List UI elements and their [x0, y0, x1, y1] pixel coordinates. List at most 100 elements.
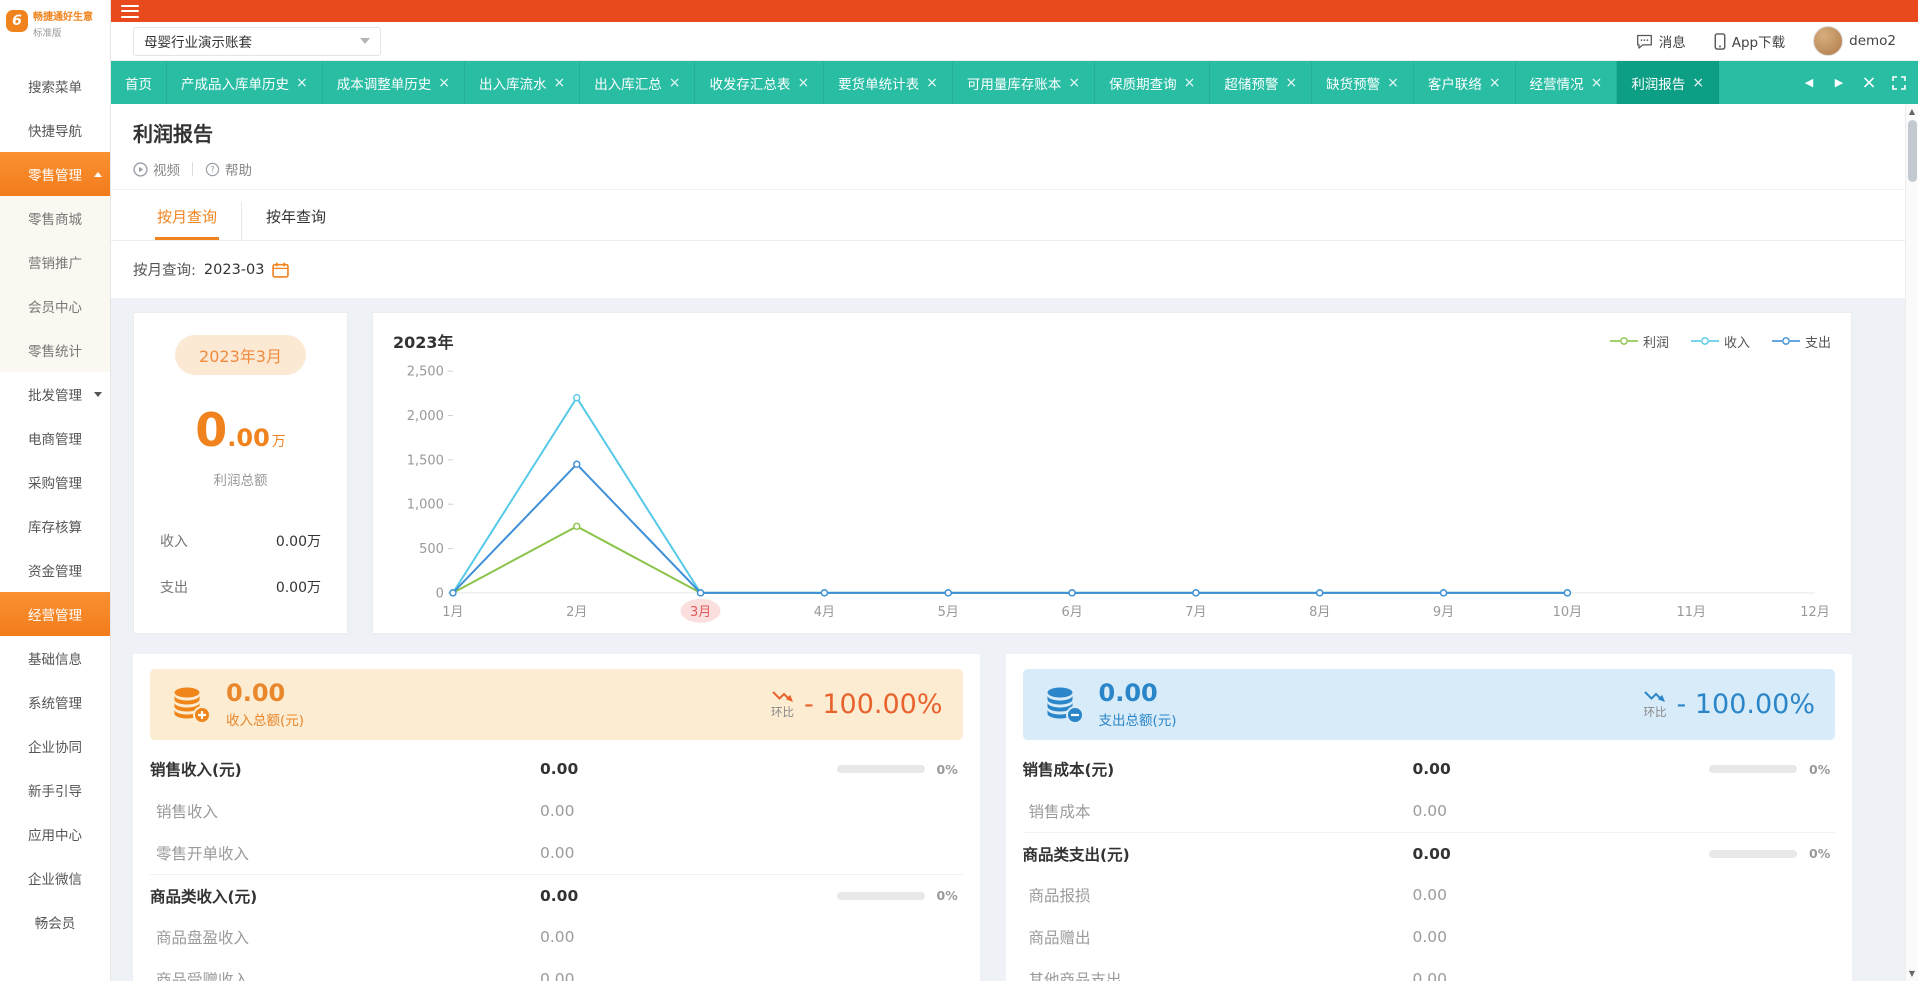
legend-marker-icon — [1690, 337, 1719, 345]
tab-收发存汇总表[interactable]: 收发存汇总表 × — [695, 61, 825, 104]
tab-超储预警[interactable]: 超储预警 × — [1210, 61, 1313, 104]
income-total-value: 0.00 — [226, 678, 286, 707]
sidebar-item-资金管理[interactable]: 资金管理 — [0, 548, 110, 592]
percent-label: 0% — [936, 888, 958, 903]
sidebar-item-系统管理[interactable]: 系统管理 — [0, 680, 110, 724]
svg-text:2月: 2月 — [566, 605, 587, 620]
tab-scroll-left-button[interactable]: ◀ — [1804, 76, 1814, 89]
close-icon[interactable]: × — [1488, 74, 1501, 91]
video-button[interactable]: 视频 — [133, 159, 180, 179]
user-menu[interactable]: demo2 — [1813, 26, 1896, 56]
stat-value: 0.00 — [1412, 844, 1451, 863]
stat-label: 销售收入 — [156, 803, 219, 821]
sidebar-item-企业微信[interactable]: 企业微信 — [0, 856, 110, 900]
sidebar-item-营销推广[interactable]: 营销推广 — [0, 240, 110, 284]
tab-首页[interactable]: 首页 — [111, 61, 167, 104]
legend-item-支出[interactable]: 支出 — [1771, 332, 1831, 351]
close-icon[interactable]: × — [438, 74, 450, 91]
close-icon[interactable]: × — [1387, 74, 1399, 91]
trend-down-icon — [1644, 691, 1666, 702]
sidebar-item-搜索菜单[interactable]: 搜索菜单 — [0, 64, 110, 108]
fullscreen-icon — [1892, 75, 1906, 90]
legend-item-收入[interactable]: 收入 — [1690, 332, 1750, 351]
tab-可用量库存账本[interactable]: 可用量库存账本 × — [953, 61, 1096, 104]
tab-label: 缺货预警 — [1326, 76, 1381, 93]
sidebar-item-采购管理[interactable]: 采购管理 — [0, 460, 110, 504]
sidebar-item-畅会员[interactable]: 畅会员 — [0, 900, 110, 944]
page-toolbar: 视频 ? 帮助 — [111, 155, 1918, 190]
close-icon[interactable]: × — [1285, 74, 1298, 91]
stat-value: 0.00 — [540, 802, 575, 820]
stat-value: 0.00 — [1412, 928, 1448, 946]
sidebar-item-应用中心[interactable]: 应用中心 — [0, 812, 110, 856]
sidebar-item-label: 基础信息 — [28, 652, 82, 668]
messages-label: 消息 — [1658, 35, 1686, 51]
stat-label: 零售开单收入 — [156, 845, 250, 863]
sidebar-item-经营管理[interactable]: 经营管理 — [0, 592, 110, 636]
sidebar-item-会员中心[interactable]: 会员中心 — [0, 284, 110, 328]
date-filter-value[interactable]: 2023-03 — [203, 261, 265, 278]
sidebar-item-label: 企业微信 — [28, 872, 82, 888]
sidebar-item-基础信息[interactable]: 基础信息 — [0, 636, 110, 680]
sidebar-item-电商管理[interactable]: 电商管理 — [0, 416, 110, 460]
sidebar-item-零售统计[interactable]: 零售统计 — [0, 328, 110, 372]
close-icon[interactable]: × — [926, 74, 938, 91]
tab-成本调整单历史[interactable]: 成本调整单历史 × — [323, 61, 465, 104]
close-icon[interactable]: × — [1590, 74, 1603, 91]
tab-yearly-query[interactable]: 按年查询 — [241, 202, 350, 240]
sidebar-item-零售商城[interactable]: 零售商城 — [0, 196, 110, 240]
summary-income-row: 收入 0.00万 — [160, 531, 321, 551]
app-download-button[interactable]: App下载 — [1714, 31, 1785, 51]
stat-row-其他商品支出: 其他商品支出 0.00 — [1023, 958, 1836, 981]
sidebar-item-企业协同[interactable]: 企业协同 — [0, 724, 110, 768]
close-icon[interactable]: × — [296, 74, 308, 91]
scrollbar[interactable]: ▲ ▼ — [1905, 104, 1918, 981]
tab-经营情况[interactable]: 经营情况 × — [1516, 61, 1618, 104]
tab-缺货预警[interactable]: 缺货预警 × — [1312, 61, 1414, 104]
tab-出入库汇总[interactable]: 出入库汇总 × — [580, 61, 696, 104]
phone-icon — [1714, 32, 1726, 50]
scrollbar-thumb[interactable] — [1907, 120, 1917, 182]
scroll-down-button[interactable]: ▼ — [1908, 969, 1916, 978]
summary-income-label: 收入 — [160, 534, 188, 550]
menu-toggle-icon[interactable] — [121, 4, 139, 18]
close-icon[interactable]: × — [797, 74, 810, 91]
profit-total-label: 利润总额 — [213, 473, 268, 489]
tab-要货单统计表[interactable]: 要货单统计表 × — [824, 61, 953, 104]
tab-scroll-right-button[interactable]: ▶ — [1834, 76, 1844, 89]
legend-item-利润[interactable]: 利润 — [1609, 332, 1669, 351]
tab-保质期查询[interactable]: 保质期查询 × — [1095, 61, 1211, 104]
close-icon[interactable]: × — [1183, 74, 1196, 91]
close-icon[interactable]: × — [1068, 74, 1081, 91]
sidebar-item-快捷导航[interactable]: 快捷导航 — [0, 108, 110, 152]
chart-header: 2023年 利润 收入 支出 — [393, 329, 1831, 353]
brand-logo-icon: 6 — [6, 10, 28, 32]
fullscreen-button[interactable] — [1884, 61, 1914, 104]
tab-利润报告[interactable]: 利润报告 × — [1617, 61, 1720, 104]
sidebar-item-批发管理[interactable]: 批发管理 — [0, 372, 110, 416]
messages-button[interactable]: 消息 — [1636, 31, 1686, 51]
sidebar-item-label: 电商管理 — [28, 432, 82, 448]
income-ratio-value: - 100.00% — [804, 689, 943, 720]
account-select[interactable]: 母婴行业演示账套 — [133, 26, 381, 56]
close-tab-button[interactable]: × — [1861, 72, 1877, 93]
sidebar-item-零售管理[interactable]: 零售管理 — [0, 152, 110, 196]
close-icon[interactable]: × — [1692, 74, 1705, 91]
summary-expense-value: 0.00万 — [275, 580, 321, 596]
tab-出入库流水[interactable]: 出入库流水 × — [465, 61, 581, 104]
close-icon[interactable]: × — [668, 74, 681, 91]
expense-rows: 销售成本(元) 0.00 0% 销售成本 0.00 商品类支出(元) 0.00 0% 商品报损 0… — [1022, 748, 1836, 981]
expense-total-label: 支出总额(元) — [1098, 713, 1177, 730]
calendar-icon[interactable] — [272, 262, 290, 278]
sidebar-item-新手引导[interactable]: 新手引导 — [0, 768, 110, 812]
help-button[interactable]: ? 帮助 — [205, 159, 252, 179]
svg-text:12月: 12月 — [1800, 605, 1829, 620]
sidebar-item-库存核算[interactable]: 库存核算 — [0, 504, 110, 548]
close-icon[interactable]: × — [553, 74, 566, 91]
scroll-up-button[interactable]: ▲ — [1908, 107, 1916, 116]
tab-客户联络[interactable]: 客户联络 × — [1414, 61, 1516, 104]
tab-产成品入库单历史[interactable]: 产成品入库单历史 × — [167, 61, 323, 104]
tab-monthly-query[interactable]: 按月查询 — [133, 202, 241, 240]
chart-title: 2023年 — [393, 333, 454, 352]
stat-label: 商品类支出(元) — [1022, 845, 1130, 864]
